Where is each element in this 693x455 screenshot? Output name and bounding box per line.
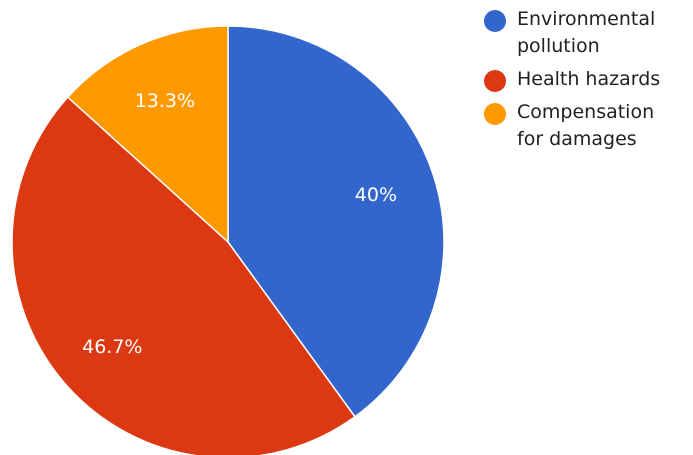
legend-item-compensation-for-damages[interactable]: Compensation for damages: [484, 99, 693, 153]
legend-swatch-compensation-for-damages: [484, 103, 506, 125]
slice-label-compensation-for-damages: 13.3%: [135, 90, 195, 112]
legend: Environmental pollution Health hazards C…: [484, 6, 693, 159]
pie-slice-compensation-for-damages[interactable]: [66, 25, 229, 244]
legend-swatch-health-hazards: [484, 70, 506, 92]
slice-label-environmental-pollution: 40%: [355, 184, 397, 206]
pie-chart: 40% 46.7% 13.3%: [11, 25, 445, 455]
pie-slice-environmental-pollution[interactable]: [227, 25, 445, 418]
legend-swatch-environmental-pollution: [484, 10, 506, 32]
legend-label-environmental-pollution: Environmental pollution: [517, 8, 656, 57]
legend-label-compensation-for-damages: Compensation for damages: [517, 101, 655, 150]
legend-item-health-hazards[interactable]: Health hazards: [484, 66, 693, 93]
pie-slice-health-hazards[interactable]: [11, 96, 357, 455]
legend-item-environmental-pollution[interactable]: Environmental pollution: [484, 6, 693, 60]
slice-label-health-hazards: 46.7%: [82, 336, 142, 358]
legend-label-health-hazards: Health hazards: [517, 68, 661, 90]
